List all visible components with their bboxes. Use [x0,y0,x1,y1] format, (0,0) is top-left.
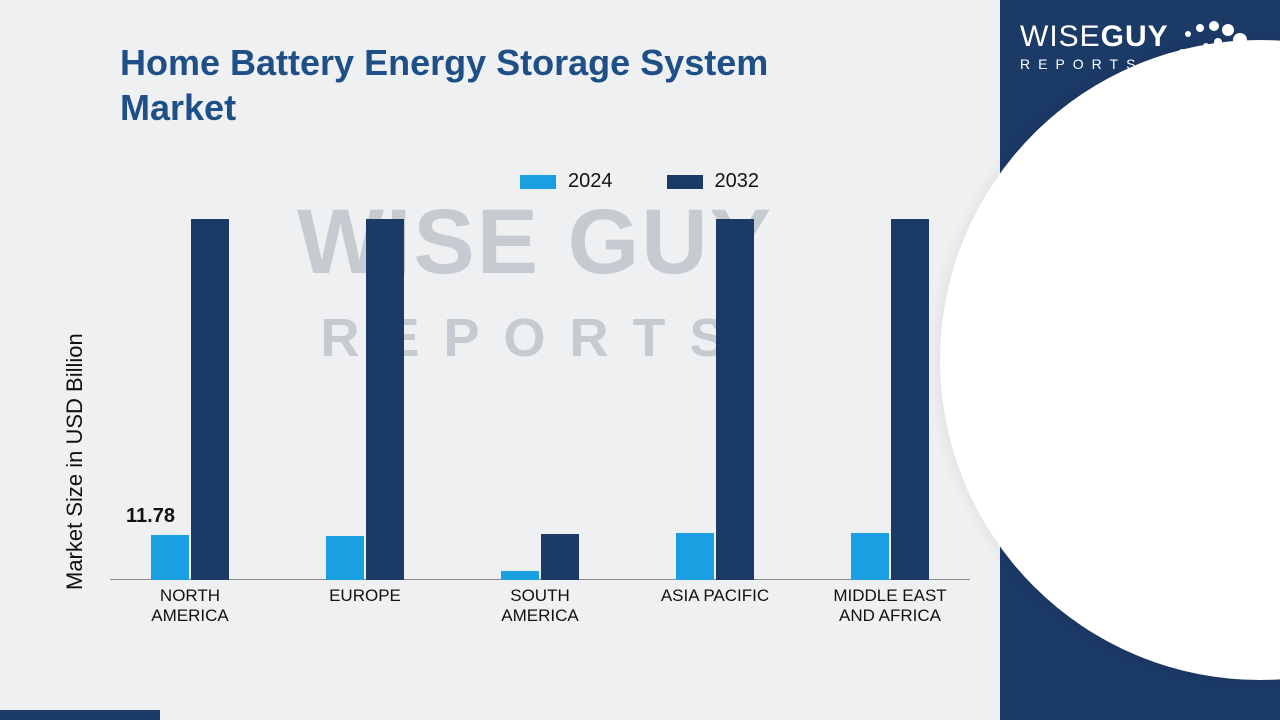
bar [891,219,929,580]
white-disc [940,40,1280,680]
bar [326,536,364,580]
bar [151,535,189,580]
x-axis-label: MIDDLE EAST AND AFRICA [820,580,960,627]
bottom-accent-bar [0,710,160,720]
x-axis-label: EUROPE [295,580,435,606]
brand-logo: WISEGUY REPORTS [1020,20,1250,96]
bar [501,571,539,581]
x-axis-label: ASIA PACIFIC [645,580,785,606]
bar [191,219,229,580]
legend-swatch-2032 [667,175,703,189]
legend-label-2032: 2032 [715,170,760,193]
logo-word-guy: GUY [1101,20,1169,53]
legend-item-2032: 2032 [667,170,760,193]
legend-item-2024: 2024 [520,170,613,193]
logo-word-wise: WISE [1020,20,1101,53]
data-callout: 11.78 [126,505,175,528]
chart-title: Home Battery Energy Storage System Marke… [120,40,860,130]
x-axis-label: NORTH AMERICA [120,580,260,627]
legend: 2024 2032 [520,170,759,193]
bar [366,219,404,580]
x-axis-label: SOUTH AMERICA [470,580,610,627]
bar [716,219,754,580]
bar [676,533,714,581]
bar [851,533,889,581]
legend-swatch-2024 [520,175,556,189]
y-axis-label: Market Size in USD Billion [62,333,88,590]
plot-area: NORTH AMERICAEUROPESOUTH AMERICAASIA PAC… [110,200,970,580]
bar [541,534,579,580]
logo-head-icon [1170,18,1256,98]
legend-label-2024: 2024 [568,170,613,193]
chart-stage: WISE GUY REPORTS Home Battery Energy Sto… [0,0,1280,720]
